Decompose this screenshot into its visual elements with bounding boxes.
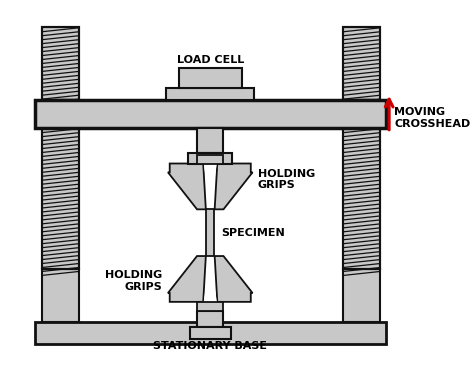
Bar bbox=[179, 68, 242, 88]
Bar bbox=[343, 100, 380, 269]
Bar bbox=[35, 322, 386, 344]
Polygon shape bbox=[215, 256, 253, 302]
Bar bbox=[343, 27, 380, 100]
Text: HOLDING
GRIPS: HOLDING GRIPS bbox=[105, 270, 163, 291]
Bar bbox=[343, 27, 380, 100]
Bar bbox=[42, 27, 79, 100]
Bar bbox=[197, 155, 223, 163]
Text: MOVING
CROSSHEAD: MOVING CROSSHEAD bbox=[394, 107, 471, 129]
Polygon shape bbox=[204, 258, 217, 302]
Bar bbox=[197, 311, 223, 327]
Bar bbox=[42, 269, 79, 322]
Bar bbox=[206, 209, 214, 256]
Text: SPECIMEN: SPECIMEN bbox=[221, 228, 285, 238]
Polygon shape bbox=[215, 163, 253, 209]
Bar bbox=[166, 88, 255, 100]
Text: HOLDING
GRIPS: HOLDING GRIPS bbox=[258, 169, 315, 190]
Bar bbox=[190, 327, 230, 339]
Bar bbox=[42, 100, 79, 269]
Bar bbox=[42, 100, 79, 269]
Bar bbox=[197, 302, 223, 311]
Bar bbox=[188, 153, 232, 163]
Text: LOAD CELL: LOAD CELL bbox=[177, 55, 244, 65]
Polygon shape bbox=[204, 163, 217, 208]
Polygon shape bbox=[168, 163, 206, 209]
Bar bbox=[343, 100, 380, 269]
Polygon shape bbox=[168, 256, 206, 302]
Bar bbox=[197, 128, 223, 153]
Bar bbox=[343, 269, 380, 322]
Bar bbox=[42, 27, 79, 100]
Text: STATIONARY BASE: STATIONARY BASE bbox=[153, 341, 267, 351]
Bar bbox=[35, 100, 386, 128]
